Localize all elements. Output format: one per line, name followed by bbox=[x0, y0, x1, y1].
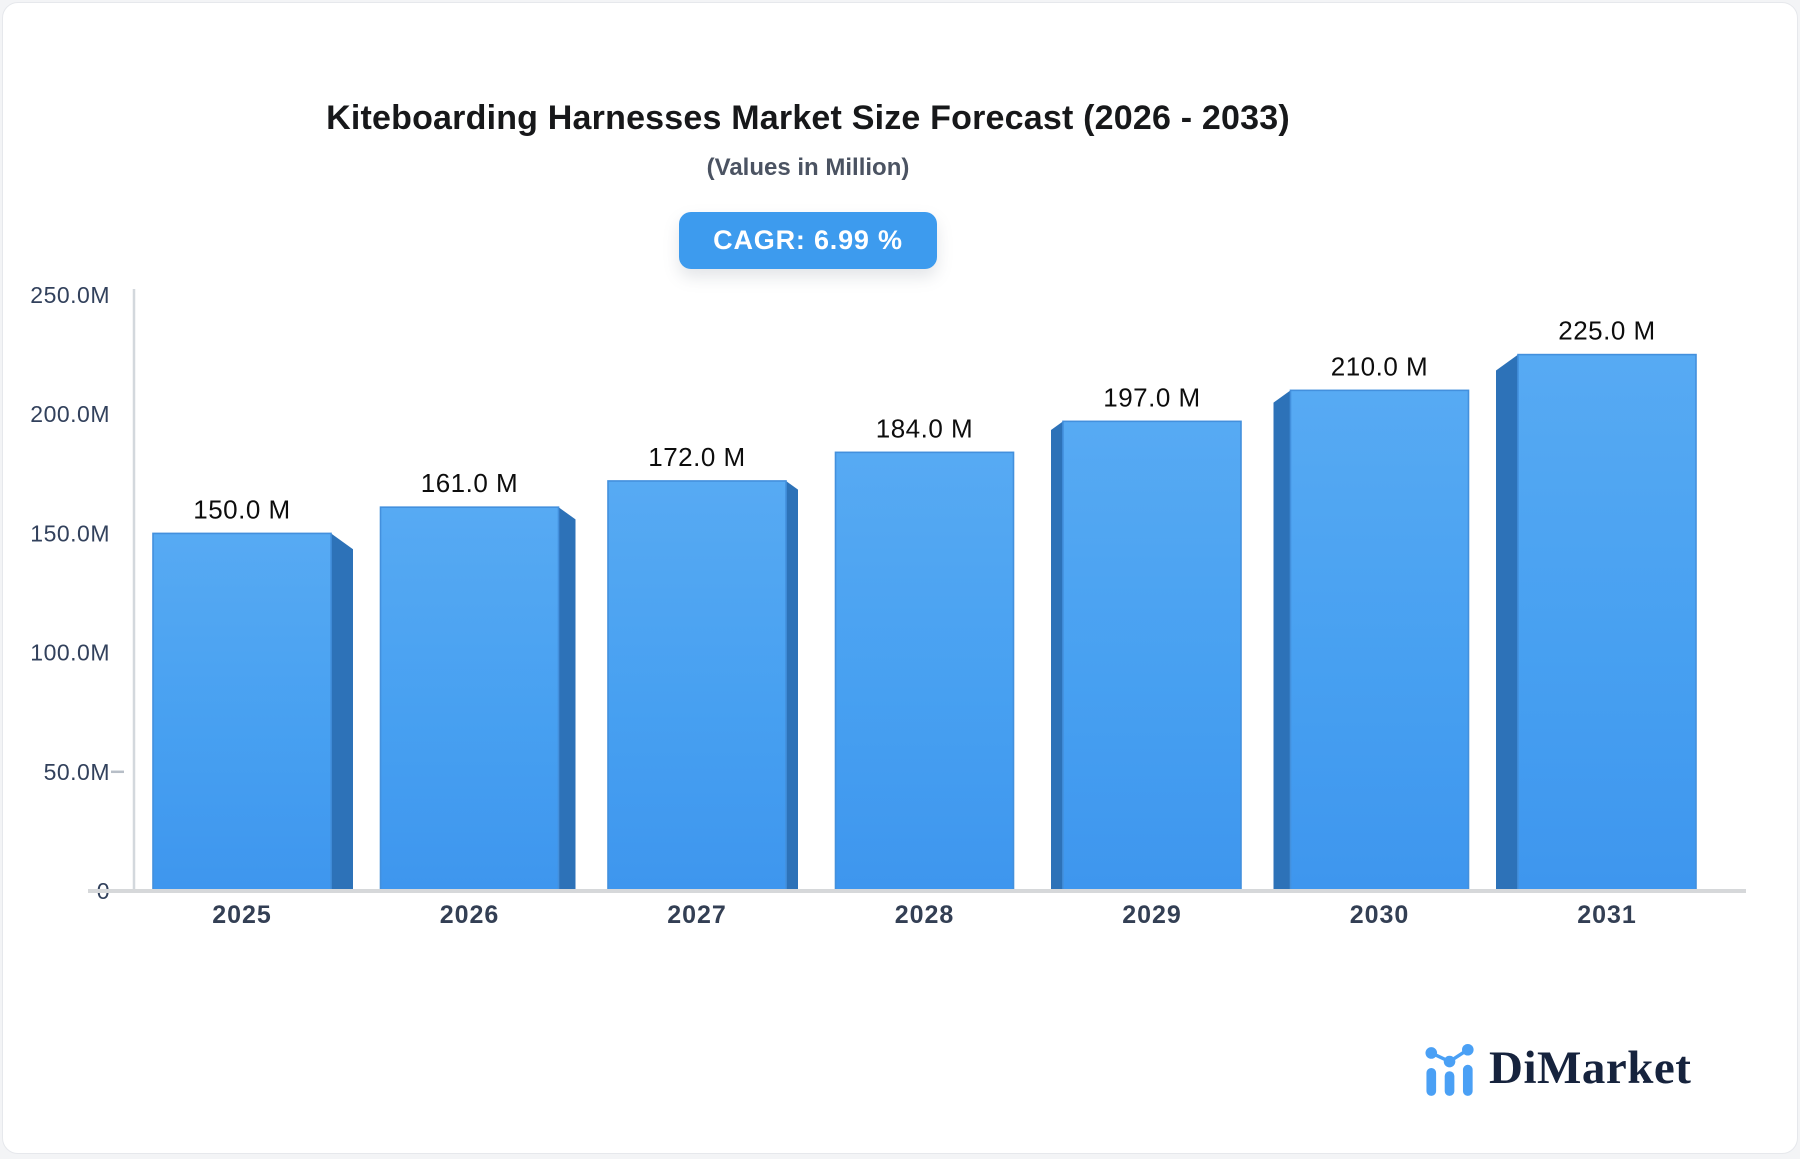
chart-title: Kiteboarding Harnesses Market Size Forec… bbox=[326, 99, 1290, 137]
bar-value-label: 210.0 M bbox=[1331, 351, 1428, 381]
bar-value-label: 150.0 M bbox=[193, 494, 290, 524]
x-axis-tick-label: 2029 bbox=[1122, 901, 1182, 929]
x-axis-tick-label: 2026 bbox=[440, 901, 500, 929]
x-axis-tick-label: 2028 bbox=[895, 901, 955, 929]
bar bbox=[379, 506, 560, 892]
x-axis-tick-label: 2030 bbox=[1350, 901, 1410, 929]
bar bbox=[1289, 389, 1470, 892]
bar-3d-side bbox=[558, 507, 576, 891]
x-axis-tick-label: 2031 bbox=[1577, 901, 1637, 929]
y-axis-tick-label: 250.0M bbox=[30, 282, 110, 308]
bar-value-label: 172.0 M bbox=[648, 442, 745, 472]
brand-logo-text: DiMarket bbox=[1489, 1042, 1692, 1094]
y-axis-tick-label: 50.0M bbox=[44, 759, 110, 785]
bar bbox=[1062, 420, 1242, 892]
bar bbox=[152, 532, 332, 892]
bar-value-label: 184.0 M bbox=[876, 413, 973, 443]
y-axis-tick-label: 150.0M bbox=[30, 520, 110, 546]
chart-subtitle: (Values in Million) bbox=[706, 154, 910, 181]
bar-3d-side bbox=[1273, 390, 1291, 891]
bar-3d-side bbox=[1496, 354, 1518, 892]
bar-3d-side bbox=[1051, 421, 1063, 891]
x-axis-tick-label: 2027 bbox=[667, 901, 727, 929]
bar bbox=[1517, 353, 1697, 892]
y-axis-tick-label: 100.0M bbox=[30, 640, 110, 666]
x-axis-tick-label: 2025 bbox=[212, 901, 272, 929]
bar-value-label: 197.0 M bbox=[1103, 382, 1200, 412]
bar bbox=[834, 451, 1015, 892]
bar-3d-side bbox=[331, 533, 353, 891]
bar bbox=[607, 480, 787, 892]
brand-logo: DiMarket bbox=[1423, 1037, 1691, 1099]
y-axis-tick-label: 200.0M bbox=[30, 401, 110, 427]
bar-value-label: 225.0 M bbox=[1558, 316, 1655, 346]
chart-header: Kiteboarding Harnesses Market Size Forec… bbox=[3, 3, 1613, 269]
bar-value-label: 161.0 M bbox=[421, 468, 518, 498]
mini-bar-line-chart-icon bbox=[1425, 1043, 1474, 1096]
cagr-badge: CAGR: 6.99 % bbox=[679, 212, 937, 269]
bar-3d-side bbox=[786, 480, 798, 891]
